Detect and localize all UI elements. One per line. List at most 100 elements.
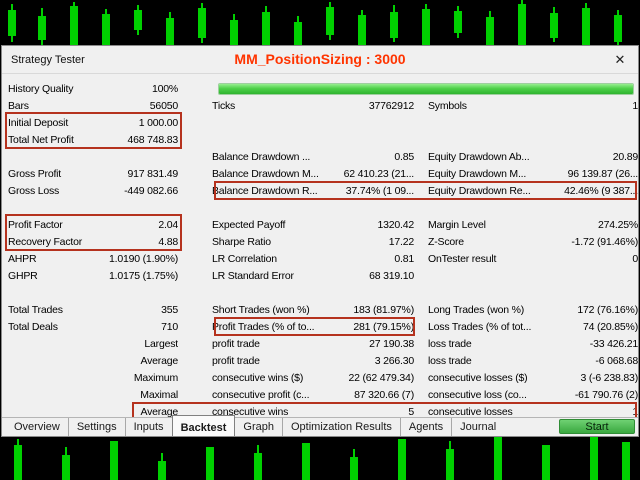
- stat-value: Average: [140, 354, 178, 367]
- stat-value: 0.81: [394, 252, 414, 265]
- stat-label: profit trade: [212, 354, 260, 367]
- tab-label: Overview: [14, 421, 60, 433]
- stat-label: Equity Drawdown Ab...: [428, 150, 530, 163]
- history-quality-progress-bar: [218, 83, 634, 95]
- stat-label: Profit Factor: [8, 218, 63, 231]
- stat-label: Balance Drawdown M...: [212, 167, 319, 180]
- stats-row: Total Deals 710 Profit Trades (% of to..…: [8, 318, 638, 335]
- tab-label: Journal: [460, 421, 497, 433]
- start-button[interactable]: Start: [559, 419, 635, 434]
- stat-value: 4.88: [158, 235, 178, 248]
- tab-backtest[interactable]: Backtest: [171, 415, 236, 436]
- stat-label: Sharpe Ratio: [212, 235, 271, 248]
- stat-label: OnTester result: [428, 252, 497, 265]
- stat-label: Recovery Factor: [8, 235, 83, 248]
- stats-row: [8, 284, 636, 301]
- stats-row: AHPR 1.0190 (1.90%) LR Correlation 0.81 …: [8, 250, 638, 267]
- tab-inputs[interactable]: Inputs: [124, 418, 172, 436]
- stat-value: 1: [632, 99, 638, 112]
- stat-value: 274.25%: [597, 218, 638, 231]
- stat-label: Short Trades (won %): [212, 303, 310, 316]
- stat-value: 27 190.38: [369, 337, 414, 350]
- stat-label: LR Correlation: [212, 252, 277, 265]
- stat-label: LR Standard Error: [212, 269, 294, 282]
- tab-overview[interactable]: Overview: [6, 418, 68, 436]
- stats-row: Recovery Factor 4.88 Sharpe Ratio 17.22 …: [8, 233, 638, 250]
- stat-label: consecutive losses ($): [428, 371, 528, 384]
- stats-row: History Quality 100%: [8, 80, 636, 97]
- stat-value: -33 426.21: [589, 337, 638, 350]
- stat-label: consecutive losses: [428, 405, 513, 418]
- stat-value: -61 790.76 (2): [574, 388, 638, 401]
- stats-row: Maximal consecutive profit (c... 87 320.…: [8, 386, 638, 403]
- stat-value: 5: [408, 405, 414, 418]
- stat-value: Maximum: [133, 371, 178, 384]
- stat-label: Balance Drawdown R...: [212, 184, 318, 197]
- stats-row: Average profit trade 3 266.30 loss trade…: [8, 352, 638, 369]
- stat-value: 87 320.66 (7): [354, 388, 414, 401]
- stat-label: Profit Trades (% of to...: [212, 320, 315, 333]
- tab-graph[interactable]: Graph: [235, 418, 282, 436]
- stat-label: Expected Payoff: [212, 218, 286, 231]
- stats-row: GHPR 1.0175 (1.75%) LR Standard Error 68…: [8, 267, 636, 284]
- stats-row: [8, 199, 636, 216]
- stat-value: 37762912: [368, 99, 414, 112]
- stat-label: Long Trades (won %): [428, 303, 525, 316]
- window-title: Strategy Tester: [11, 53, 85, 66]
- stat-label: Gross Loss: [8, 184, 60, 197]
- background-chart-top: [8, 0, 622, 45]
- stat-value: 172 (76.16%): [577, 303, 638, 316]
- stat-label: consecutive profit (c...: [212, 388, 310, 401]
- tester-tab-bar: Overview Settings Inputs Backtest Graph …: [2, 415, 638, 436]
- stat-label: Gross Profit: [8, 167, 62, 180]
- stats-row: Initial Deposit 1 000.00: [8, 114, 636, 131]
- stat-value: 1.0190 (1.90%): [109, 252, 178, 265]
- stat-value: -6 068.68: [595, 354, 638, 367]
- history-quality-progress-fill: [219, 84, 633, 94]
- stat-value: 22 (62 479.34): [348, 371, 414, 384]
- stats-row: Gross Loss -449 082.66 Balance Drawdown …: [8, 182, 638, 199]
- stat-value: 74 (20.85%): [582, 320, 638, 333]
- tab-label: Backtest: [180, 421, 227, 434]
- stat-value: 468 748.83: [127, 133, 178, 146]
- tab-label: Graph: [243, 421, 274, 433]
- stat-value: 37.74% (1 09...: [345, 184, 414, 197]
- stat-value: 62 410.23 (21...: [343, 167, 414, 180]
- stat-value: -1.72 (91.46%): [571, 235, 638, 248]
- stat-label: consecutive wins ($): [212, 371, 304, 384]
- stats-row: Maximum consecutive wins ($) 22 (62 479.…: [8, 369, 638, 386]
- stat-label: Total Deals: [8, 320, 58, 333]
- stats-row: Total Trades 355 Short Trades (won %) 18…: [8, 301, 638, 318]
- stat-value: 20.89: [612, 150, 638, 163]
- stat-value: 1 000.00: [138, 116, 178, 129]
- stat-label: Bars: [8, 99, 29, 112]
- tab-settings[interactable]: Settings: [67, 418, 125, 436]
- tab-journal[interactable]: Journal: [451, 418, 504, 436]
- report-title: MM_PositionSizing : 3000: [234, 51, 406, 67]
- stat-value: 68 319.10: [369, 269, 414, 282]
- stats-row: Profit Factor 2.04 Expected Payoff 1320.…: [8, 216, 638, 233]
- stat-value: 2.04: [158, 218, 178, 231]
- tab-label: Agents: [408, 421, 444, 433]
- stat-value: 1: [632, 405, 638, 418]
- stat-value: 96 139.87 (26...: [567, 167, 638, 180]
- stat-label: Equity Drawdown M...: [428, 167, 527, 180]
- stat-value: -449 082.66: [124, 184, 178, 197]
- stat-value: 1320.42: [377, 218, 414, 231]
- title-bar: Strategy Tester MM_PositionSizing : 3000…: [2, 46, 638, 74]
- stat-label: loss trade: [428, 354, 472, 367]
- stat-value: 917 831.49: [127, 167, 178, 180]
- tab-agents[interactable]: Agents: [399, 418, 451, 436]
- stat-value: 355: [161, 303, 178, 316]
- stat-label: Ticks: [212, 99, 236, 112]
- stat-value: 56050: [149, 99, 178, 112]
- tab-optimization-results[interactable]: Optimization Results: [282, 418, 400, 436]
- stat-value: 0: [632, 252, 638, 265]
- stats-row: Gross Profit 917 831.49 Balance Drawdown…: [8, 165, 638, 182]
- stat-label: consecutive wins: [212, 405, 289, 418]
- stat-label: Z-Score: [428, 235, 464, 248]
- stat-value: Maximal: [140, 388, 178, 401]
- background-chart-bottom: [14, 437, 630, 480]
- close-icon[interactable]: ✕: [614, 52, 626, 67]
- stat-label: Balance Drawdown ...: [212, 150, 311, 163]
